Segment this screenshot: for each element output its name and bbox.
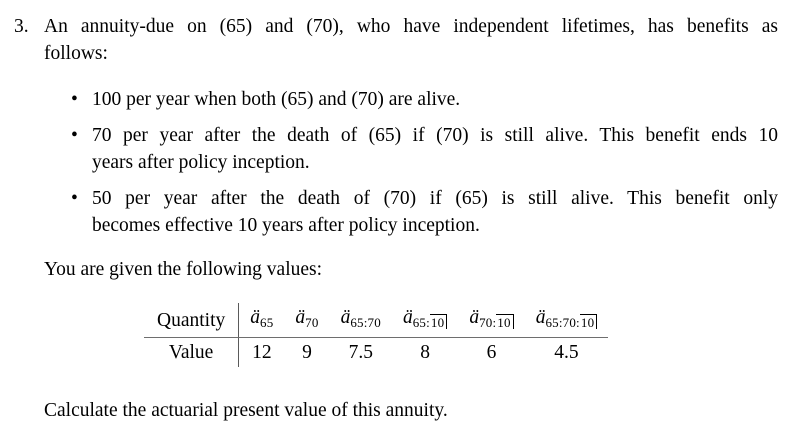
value-a65-70: 7.5 — [348, 342, 373, 363]
given-values-intro: You are given the following values: — [44, 259, 323, 280]
benefit-2-line-2: years after policy inception. — [92, 152, 310, 173]
symbol-a65-70-10: ä65:70:10 — [524, 303, 609, 338]
symbol-a65-70: ä65:70 — [329, 303, 392, 338]
angle-term-10: 10 — [429, 314, 448, 329]
quantity-header-cell: Quantity — [144, 303, 239, 338]
intro-paragraph: An annuity-due on (65) and (70), who hav… — [44, 13, 778, 67]
benefit-item-1: 100 per year when both (65) and (70) are… — [71, 86, 778, 113]
table-header-row: Quantity ä65 ä70 ä65:70 ä65:10 ä70:10 ä6… — [144, 303, 609, 338]
angle-term-10: 10 — [496, 314, 514, 329]
problem-3: 3. An annuity-due on (65) and (70), who … — [14, 13, 778, 424]
angle-term-10: 10 — [579, 314, 598, 329]
benefit-item-3: 50 per year after the death of (70) if (… — [71, 185, 778, 239]
value-a65-70-10: 4.5 — [554, 342, 579, 363]
intro-line-2: follows: — [44, 43, 108, 64]
value-a65-10: 8 — [420, 342, 430, 363]
problem-page: 3. An annuity-due on (65) and (70), who … — [0, 0, 792, 424]
symbol-a70-10: ä70:10 — [458, 303, 525, 338]
benefit-3-line-1: 50 per year after the death of (70) if (… — [92, 188, 778, 209]
value-label-cell: Value — [168, 342, 214, 363]
question-text: Calculate the actuarial present value of… — [44, 400, 448, 421]
intro-line-1: An annuity-due on (65) and (70), who hav… — [44, 16, 778, 37]
benefit-item-2: 70 per year after the death of (65) if (… — [71, 122, 778, 176]
symbol-a65: ä65 — [238, 303, 285, 338]
benefit-2-line-1: 70 per year after the death of (65) if (… — [92, 125, 778, 146]
benefit-1-line-1: 100 per year when both (65) and (70) are… — [92, 89, 461, 110]
symbol-a70: ä70 — [284, 303, 330, 338]
benefit-list: 100 per year when both (65) and (70) are… — [44, 86, 778, 239]
value-a70-10: 6 — [486, 342, 497, 363]
symbol-a65-10: ä65:10 — [391, 303, 459, 338]
value-a70: 9 — [302, 342, 312, 363]
problem-number: 3. — [14, 16, 29, 37]
value-a65: 12 — [238, 337, 285, 367]
benefit-3-line-2: becomes effective 10 years after policy … — [92, 215, 480, 236]
values-table: Quantity ä65 ä70 ä65:70 ä65:10 ä70:10 ä6… — [144, 303, 609, 367]
problem-body: An annuity-due on (65) and (70), who hav… — [44, 13, 778, 424]
table-value-row: Value 12 9 7.5 8 6 4.5 — [144, 337, 608, 367]
